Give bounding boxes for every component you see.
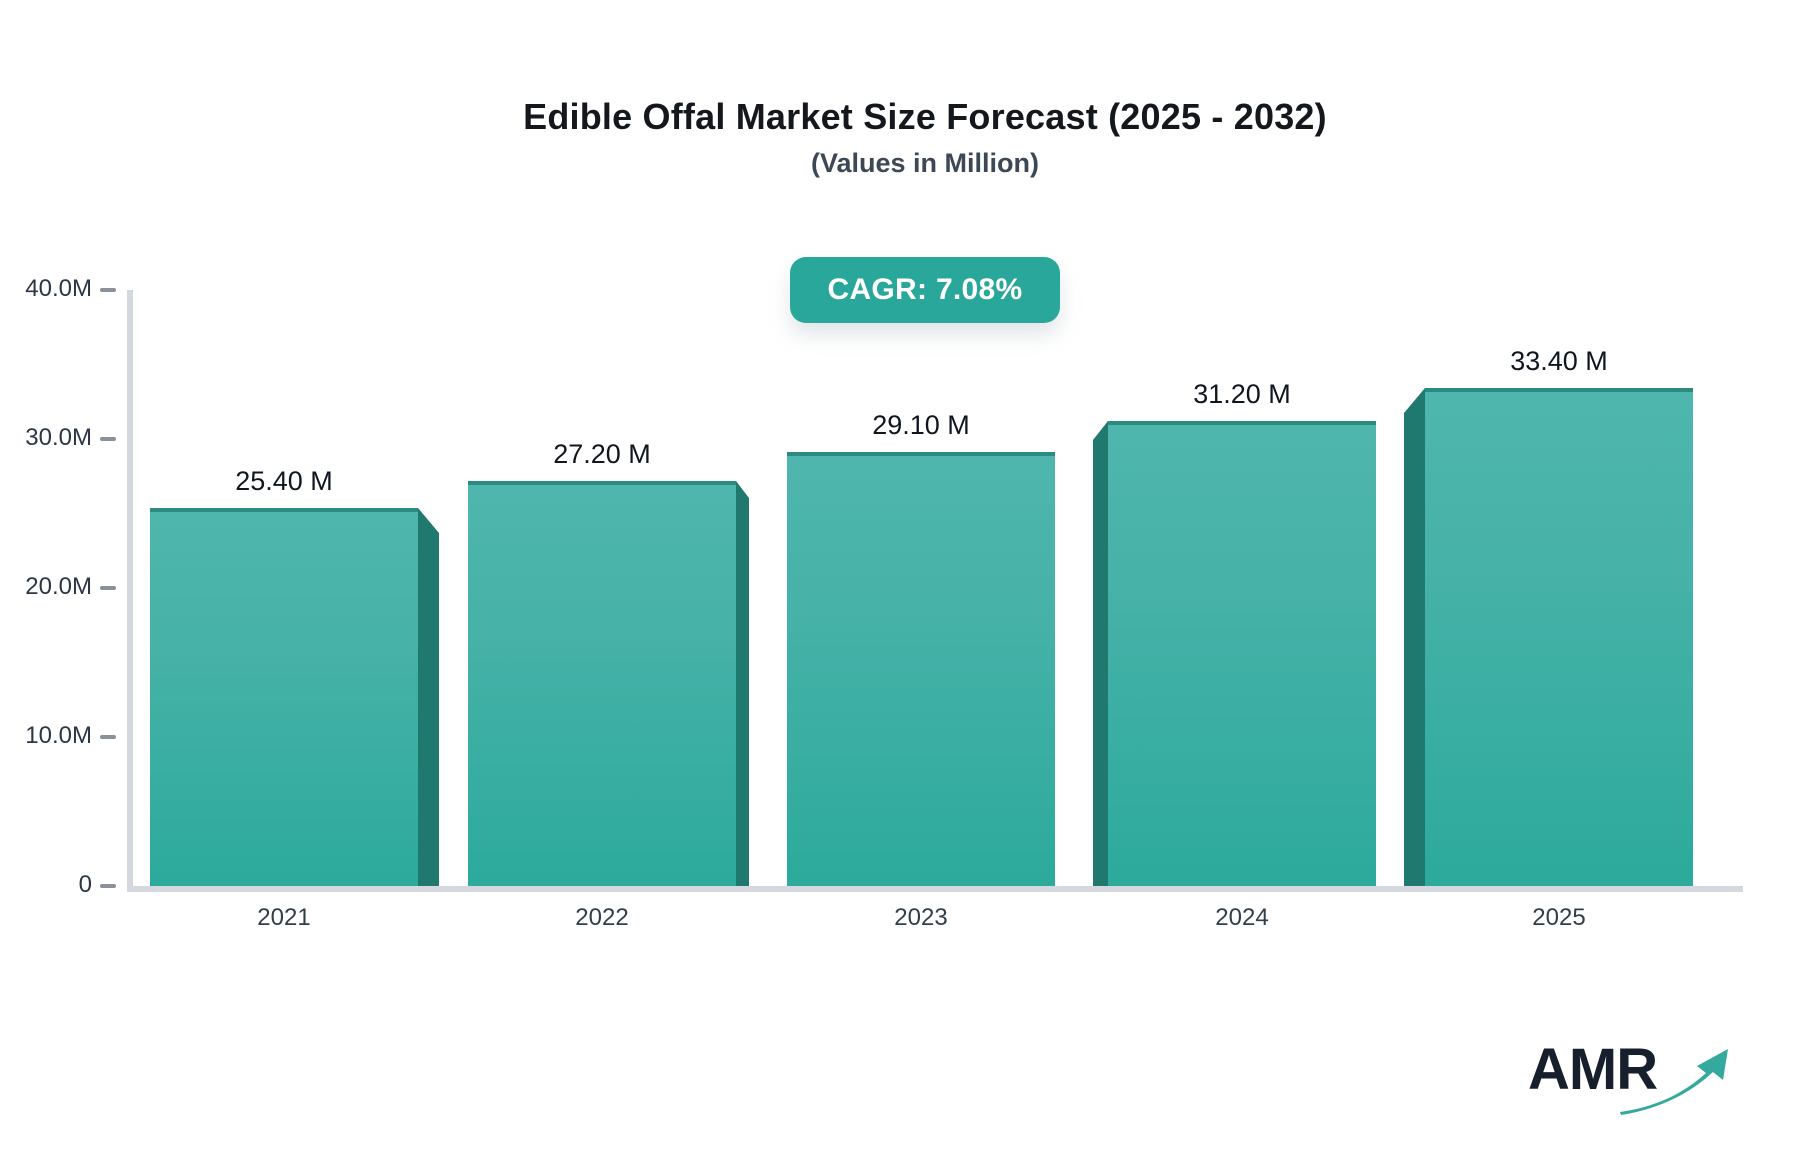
y-tick-label: 10.0M [25,722,92,749]
cagr-badge: CAGR: 7.08% [790,257,1060,323]
amr-logo: AMR [1528,1036,1758,1126]
y-tick-dash [100,884,116,888]
x-axis-label: 2024 [1215,904,1269,931]
bar-2025 [1425,388,1693,886]
x-axis-label: 2021 [257,904,311,931]
bar-value-label: 29.10 M [872,410,970,440]
bar-3d-side [1093,421,1108,886]
bar-3d-side [418,508,439,886]
chart-title: Edible Offal Market Size Forecast (2025 … [523,96,1327,137]
amr-logo-text: AMR [1528,1037,1658,1102]
bar-value-label: 25.40 M [235,466,333,496]
bar-3d-side [1404,388,1425,886]
y-tick-dash [100,288,116,292]
chart-subtitle: (Values in Million) [810,148,1040,178]
growth-arrow-icon [1620,1049,1728,1115]
x-axis-line [127,886,1743,892]
y-tick-label: 20.0M [25,573,92,600]
bar-value-label: 31.20 M [1193,379,1291,409]
x-axis-label: 2022 [575,904,629,931]
x-axis-label: 2025 [1532,904,1586,931]
y-axis-line [127,290,133,892]
y-tick-label: 0 [78,871,92,898]
bar-2024 [1108,421,1376,886]
plot-area: 40.0M 30.0M 20.0M 10.0M 0 25.40 M 2021 27.20 M 2… [25,275,1743,931]
bar-2023 [787,452,1055,886]
y-tick-dash [100,586,116,590]
bar-value-label: 27.20 M [553,439,651,469]
y-tick-dash [100,735,116,739]
y-tick-label: 30.0M [25,424,92,451]
bar-value-label: 33.40 M [1510,346,1608,376]
bar-3d-side [736,481,749,886]
y-tick-label: 40.0M [25,275,92,302]
bar-2021 [150,508,418,886]
y-tick-dash [100,437,116,441]
x-axis-label: 2023 [894,904,948,931]
bar-2022 [468,481,736,886]
cagr-badge-label: CAGR: 7.08% [827,273,1023,306]
